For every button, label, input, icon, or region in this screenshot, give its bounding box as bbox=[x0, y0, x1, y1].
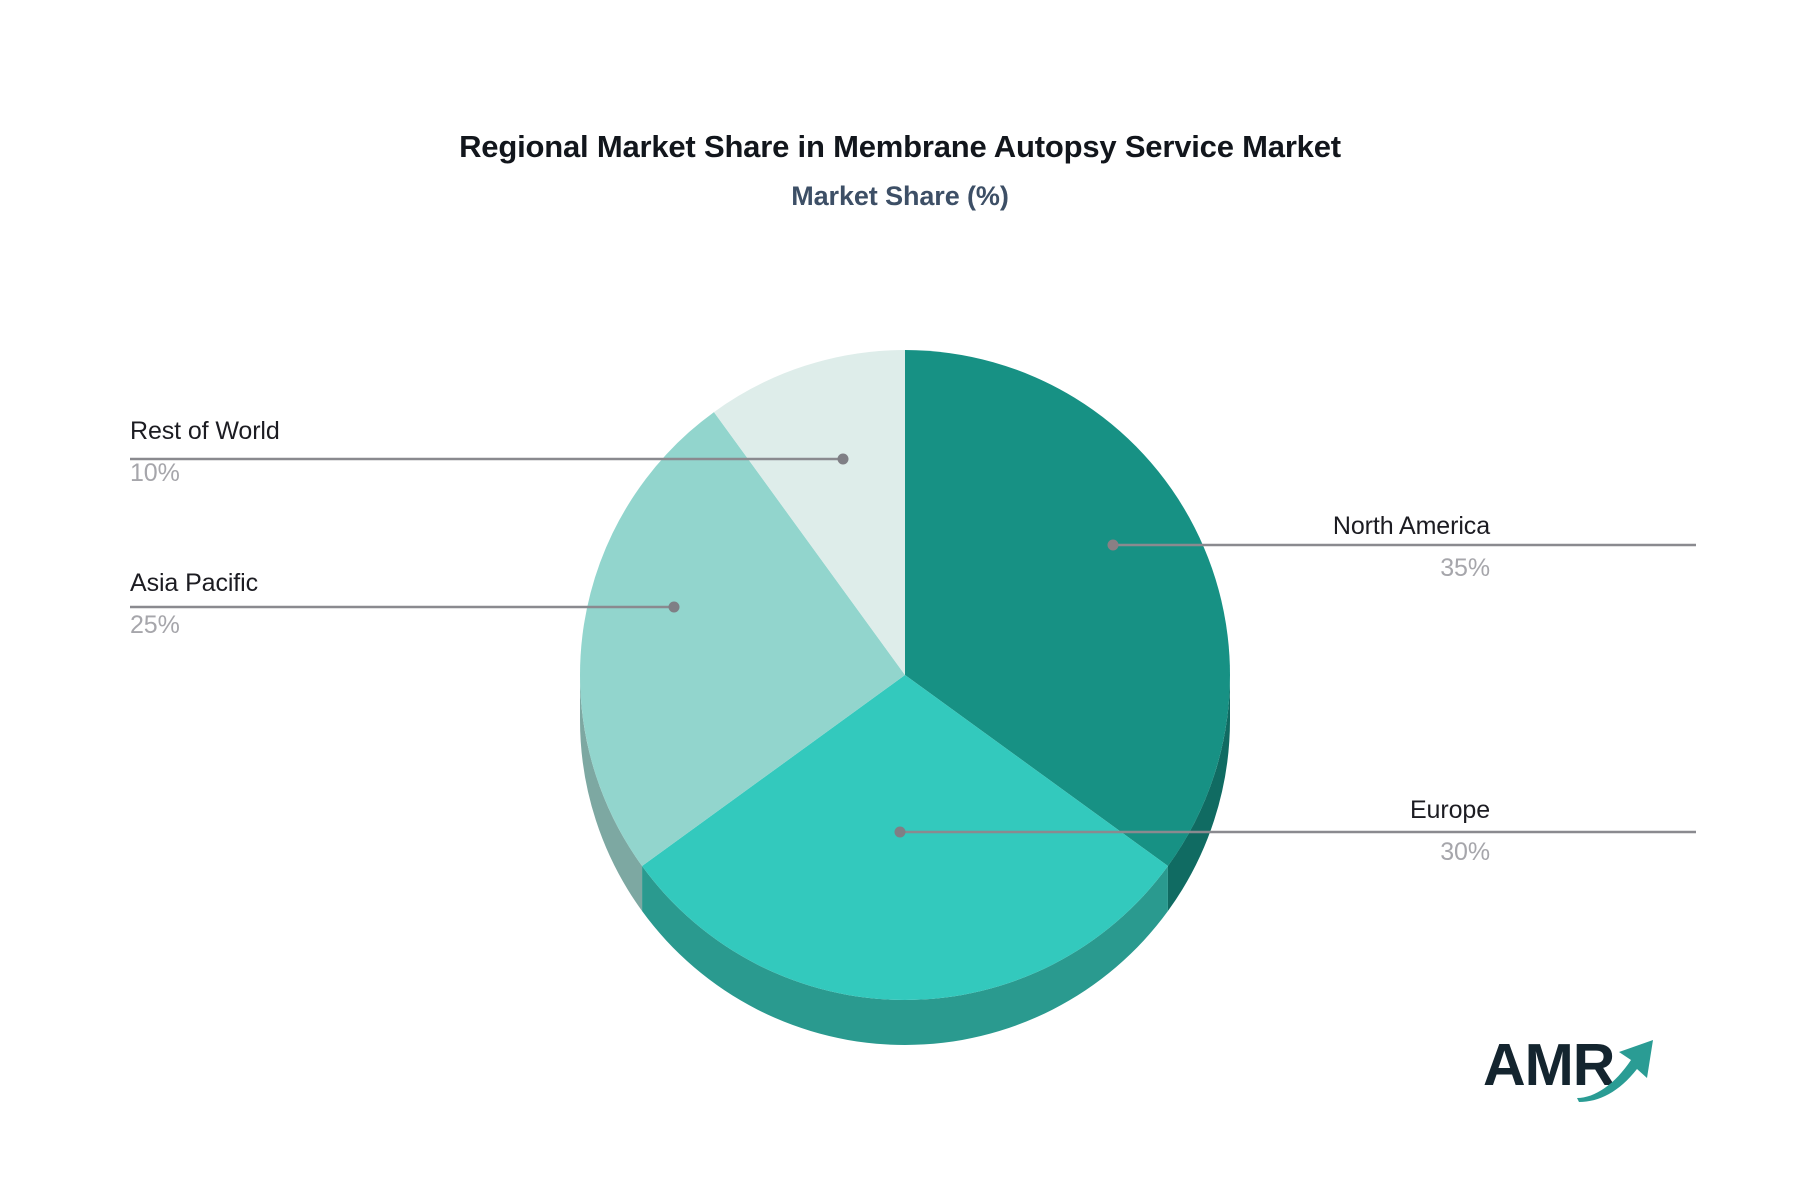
leader-lines bbox=[130, 453, 1696, 838]
chart-subtitle: Market Share (%) bbox=[791, 181, 1009, 212]
slice-side-europe bbox=[642, 866, 1168, 1045]
pie-slice-rest-of-world[interactable] bbox=[713, 350, 905, 675]
pie-slice-north-america[interactable] bbox=[905, 350, 1230, 867]
pie-top-faces bbox=[579, 350, 1230, 1000]
pie-depth-walls bbox=[580, 675, 1230, 1045]
callout-label-north-america: North America bbox=[1332, 512, 1490, 540]
callout-rest-of-world[interactable]: Rest of World 10% bbox=[130, 418, 280, 487]
leader-dot-north-america bbox=[1107, 539, 1119, 551]
leader-dot-europe bbox=[894, 826, 906, 838]
pie-slice-asia-pacific[interactable] bbox=[579, 412, 905, 867]
callout-europe[interactable]: Europe 30% bbox=[1410, 797, 1490, 866]
callout-value-north-america: 35% bbox=[1440, 554, 1490, 583]
callout-label-europe: Europe bbox=[1409, 796, 1490, 824]
leader-dot-rest-of-world bbox=[837, 453, 849, 465]
up-arrow-swoosh-icon bbox=[1577, 1040, 1653, 1102]
callout-label-asia-pacific: Asia Pacific bbox=[130, 569, 259, 597]
callout-asia-pacific[interactable]: Asia Pacific 25% bbox=[130, 570, 258, 639]
amr-logo-text: AMR bbox=[1483, 1032, 1615, 1098]
slice-side-asia-pacific bbox=[580, 675, 643, 912]
callout-value-europe: 30% bbox=[1440, 838, 1490, 867]
pie-slice-europe[interactable] bbox=[642, 675, 1168, 1000]
callout-label-rest-of-world: Rest of World bbox=[130, 417, 280, 445]
callout-value-rest-of-world: 10% bbox=[130, 459, 180, 488]
slice-side-north-america bbox=[1167, 675, 1230, 912]
callout-north-america[interactable]: North America 35% bbox=[1333, 513, 1490, 582]
amr-logo: AMR bbox=[1483, 1036, 1658, 1108]
title-block: Regional Market Share in Membrane Autops… bbox=[0, 128, 1800, 212]
chart-title: Regional Market Share in Membrane Autops… bbox=[459, 129, 1341, 164]
leader-dot-asia-pacific bbox=[668, 601, 680, 613]
callout-value-asia-pacific: 25% bbox=[130, 611, 180, 640]
